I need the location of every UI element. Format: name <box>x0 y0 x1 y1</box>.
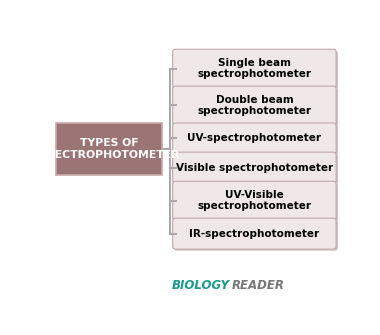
Text: UV-spectrophotometer: UV-spectrophotometer <box>187 133 321 143</box>
Text: Single beam
spectrophotometer: Single beam spectrophotometer <box>197 58 311 79</box>
FancyBboxPatch shape <box>174 51 338 89</box>
FancyBboxPatch shape <box>173 152 336 183</box>
FancyBboxPatch shape <box>174 88 338 126</box>
FancyBboxPatch shape <box>173 123 336 154</box>
Text: Double beam
spectrophotometer: Double beam spectrophotometer <box>197 95 311 116</box>
Text: IR-spectrophotometer: IR-spectrophotometer <box>189 229 320 239</box>
FancyBboxPatch shape <box>174 154 338 185</box>
Text: BIOLOGY: BIOLOGY <box>172 279 230 292</box>
FancyBboxPatch shape <box>173 181 336 220</box>
FancyBboxPatch shape <box>174 220 338 251</box>
FancyBboxPatch shape <box>174 125 338 155</box>
FancyBboxPatch shape <box>174 183 338 221</box>
Text: TYPES OF
SPECTROPHOTOMETER: TYPES OF SPECTROPHOTOMETER <box>39 138 180 160</box>
Text: UV-Visible
spectrophotometer: UV-Visible spectrophotometer <box>197 190 311 211</box>
FancyBboxPatch shape <box>173 86 336 125</box>
Text: Visible spectrophotometer: Visible spectrophotometer <box>176 162 333 173</box>
FancyBboxPatch shape <box>56 123 162 175</box>
FancyBboxPatch shape <box>173 49 336 88</box>
FancyBboxPatch shape <box>173 218 336 249</box>
Text: READER: READER <box>231 279 285 292</box>
